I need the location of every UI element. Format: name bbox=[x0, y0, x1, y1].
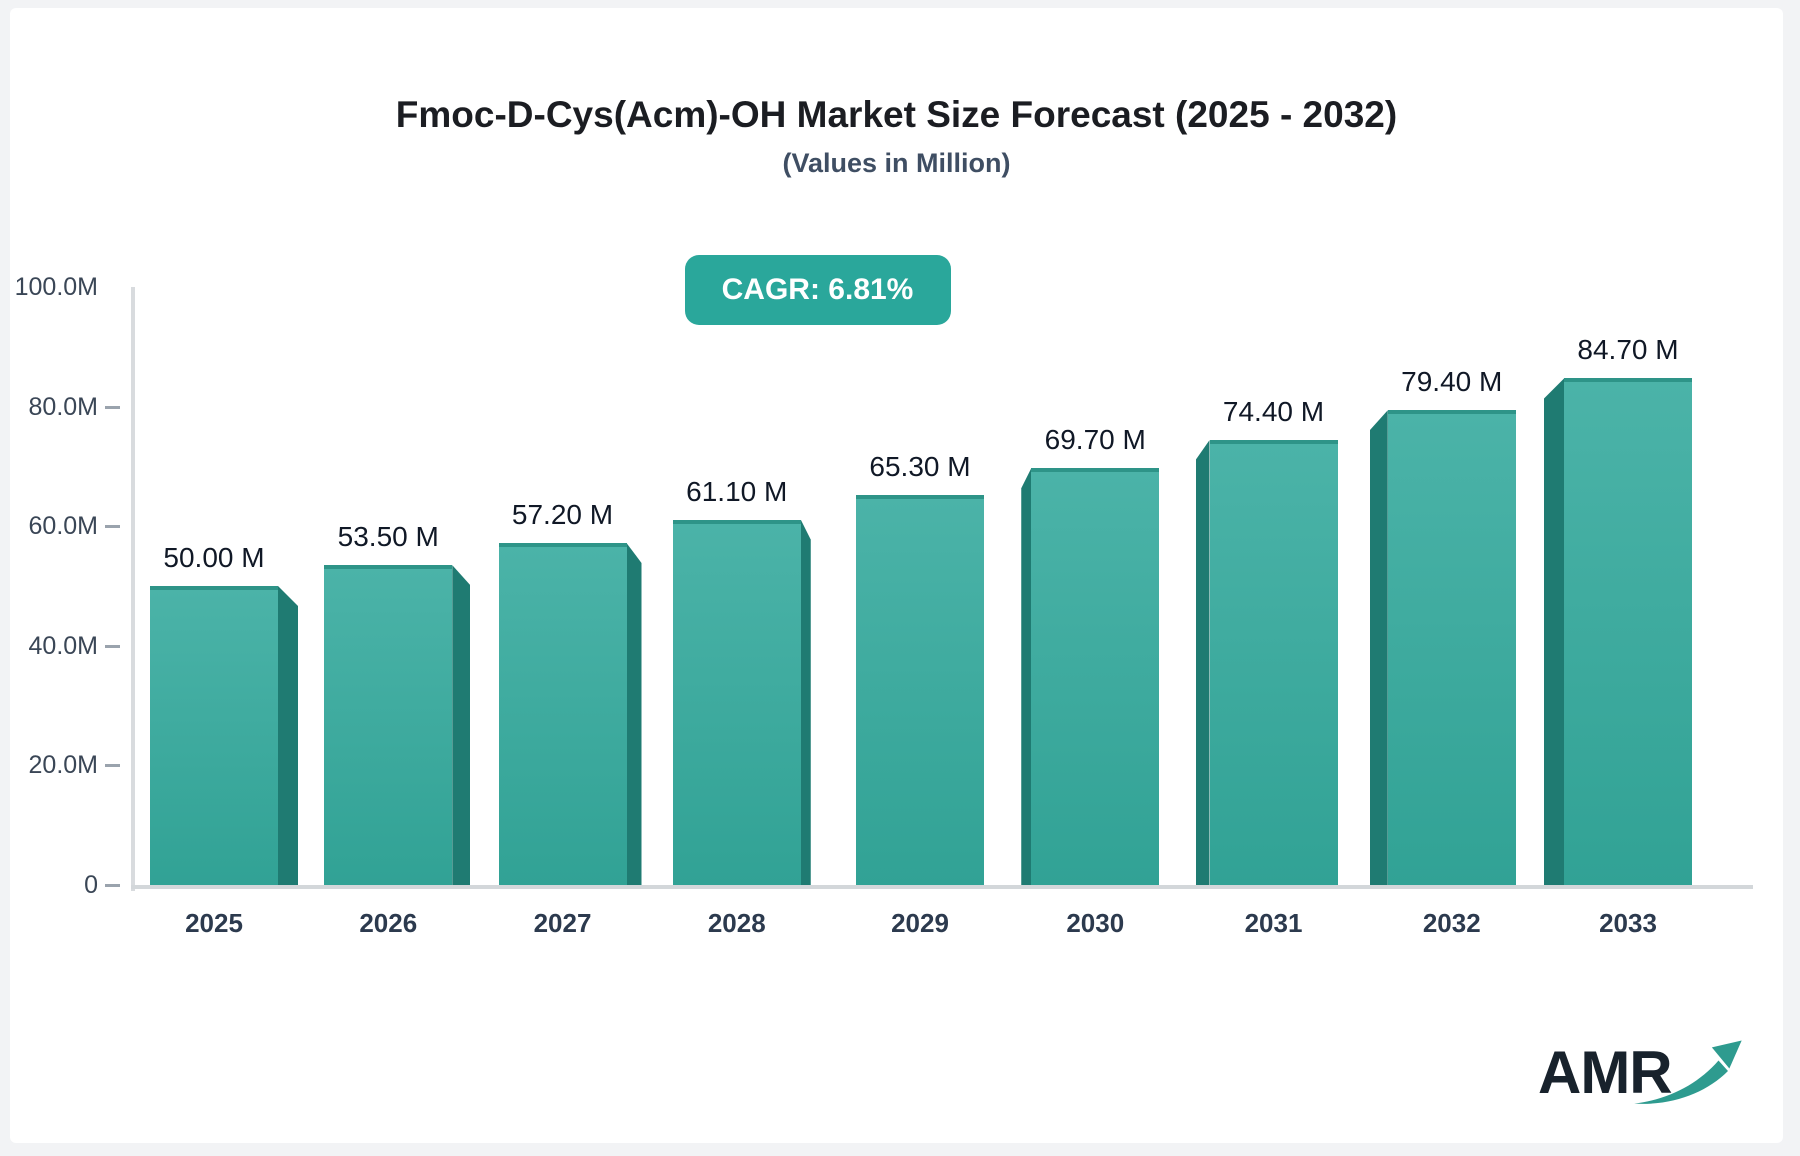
x-axis-line bbox=[131, 885, 1753, 889]
y-tick-mark bbox=[105, 525, 120, 529]
bar-chart: 100.0M 80.0M 60.0M 40.0M 20.0M 0 50.00 M 53.50… bbox=[10, 8, 1783, 1143]
y-tick-mark bbox=[105, 764, 120, 768]
y-tick-label: 20.0M bbox=[28, 751, 98, 780]
chart-subtitle: (Values in Million) bbox=[782, 148, 1011, 178]
bar-value-label: 65.30 M bbox=[869, 450, 971, 482]
x-axis-label: 2032 bbox=[1422, 908, 1481, 938]
x-axis-label: 2026 bbox=[359, 908, 418, 938]
y-tick-label: 80.0M bbox=[28, 392, 98, 421]
bar-side-face bbox=[800, 519, 811, 885]
y-tick-mark bbox=[105, 884, 120, 887]
x-axis-label: 2030 bbox=[1066, 908, 1125, 938]
x-axis-label: 2029 bbox=[891, 908, 949, 938]
y-tick-label: 0 bbox=[84, 871, 98, 899]
x-axis-label: 2027 bbox=[533, 908, 592, 938]
bar-2027 bbox=[498, 542, 627, 885]
y-axis-line bbox=[131, 287, 135, 891]
bar-2025 bbox=[150, 586, 278, 885]
y-tick-label: 100.0M bbox=[14, 273, 98, 301]
amr-logo: AMR bbox=[1538, 1038, 1758, 1118]
x-axis-label: 2028 bbox=[707, 908, 766, 938]
bar-value-label: 57.20 M bbox=[511, 498, 614, 530]
bar-side-face bbox=[278, 586, 298, 885]
x-axis-label: 2033 bbox=[1599, 908, 1657, 938]
bar-side-face bbox=[452, 565, 471, 885]
bar-2026 bbox=[324, 565, 453, 885]
amr-logo-arrow-icon bbox=[1634, 1040, 1742, 1104]
bar-value-label: 61.10 M bbox=[686, 475, 788, 507]
cagr-badge: CAGR: 6.81% bbox=[684, 255, 951, 325]
y-tick-mark bbox=[105, 405, 120, 409]
y-tick-label: 60.0M bbox=[28, 512, 98, 541]
y-tick-label: 40.0M bbox=[28, 631, 98, 660]
bar-2033 bbox=[1564, 378, 1692, 885]
bar-side-face bbox=[1195, 440, 1210, 885]
bar-value-label: 50.00 M bbox=[163, 542, 265, 573]
bar-2029 bbox=[856, 494, 984, 885]
bar-value-label: 69.70 M bbox=[1044, 424, 1146, 456]
y-tick-mark bbox=[105, 644, 120, 648]
amr-logo-text: AMR bbox=[1538, 1039, 1673, 1106]
bar-value-label: 53.50 M bbox=[337, 521, 439, 553]
bar-2030 bbox=[1031, 468, 1160, 885]
chart-title: Fmoc-D-Cys(Acm)-OH Market Size Forecast … bbox=[395, 94, 1398, 135]
bar-side-face bbox=[1021, 468, 1032, 885]
bar-side-face bbox=[1369, 410, 1388, 885]
bar-2031 bbox=[1209, 440, 1338, 885]
bar-value-label: 84.70 M bbox=[1577, 334, 1679, 366]
bar-side-face bbox=[1544, 378, 1564, 885]
bar-2032 bbox=[1387, 410, 1516, 885]
bar-side-face bbox=[626, 542, 642, 885]
x-axis-label: 2025 bbox=[185, 908, 243, 938]
x-axis-label: 2031 bbox=[1244, 908, 1303, 938]
bar-value-label: 79.40 M bbox=[1401, 366, 1503, 398]
bar-value-label: 74.40 M bbox=[1222, 396, 1325, 428]
bar-2028 bbox=[672, 519, 801, 885]
chart-card: Fmoc-D-Cys(Acm)-OH Market Size Forecast … bbox=[10, 8, 1783, 1143]
